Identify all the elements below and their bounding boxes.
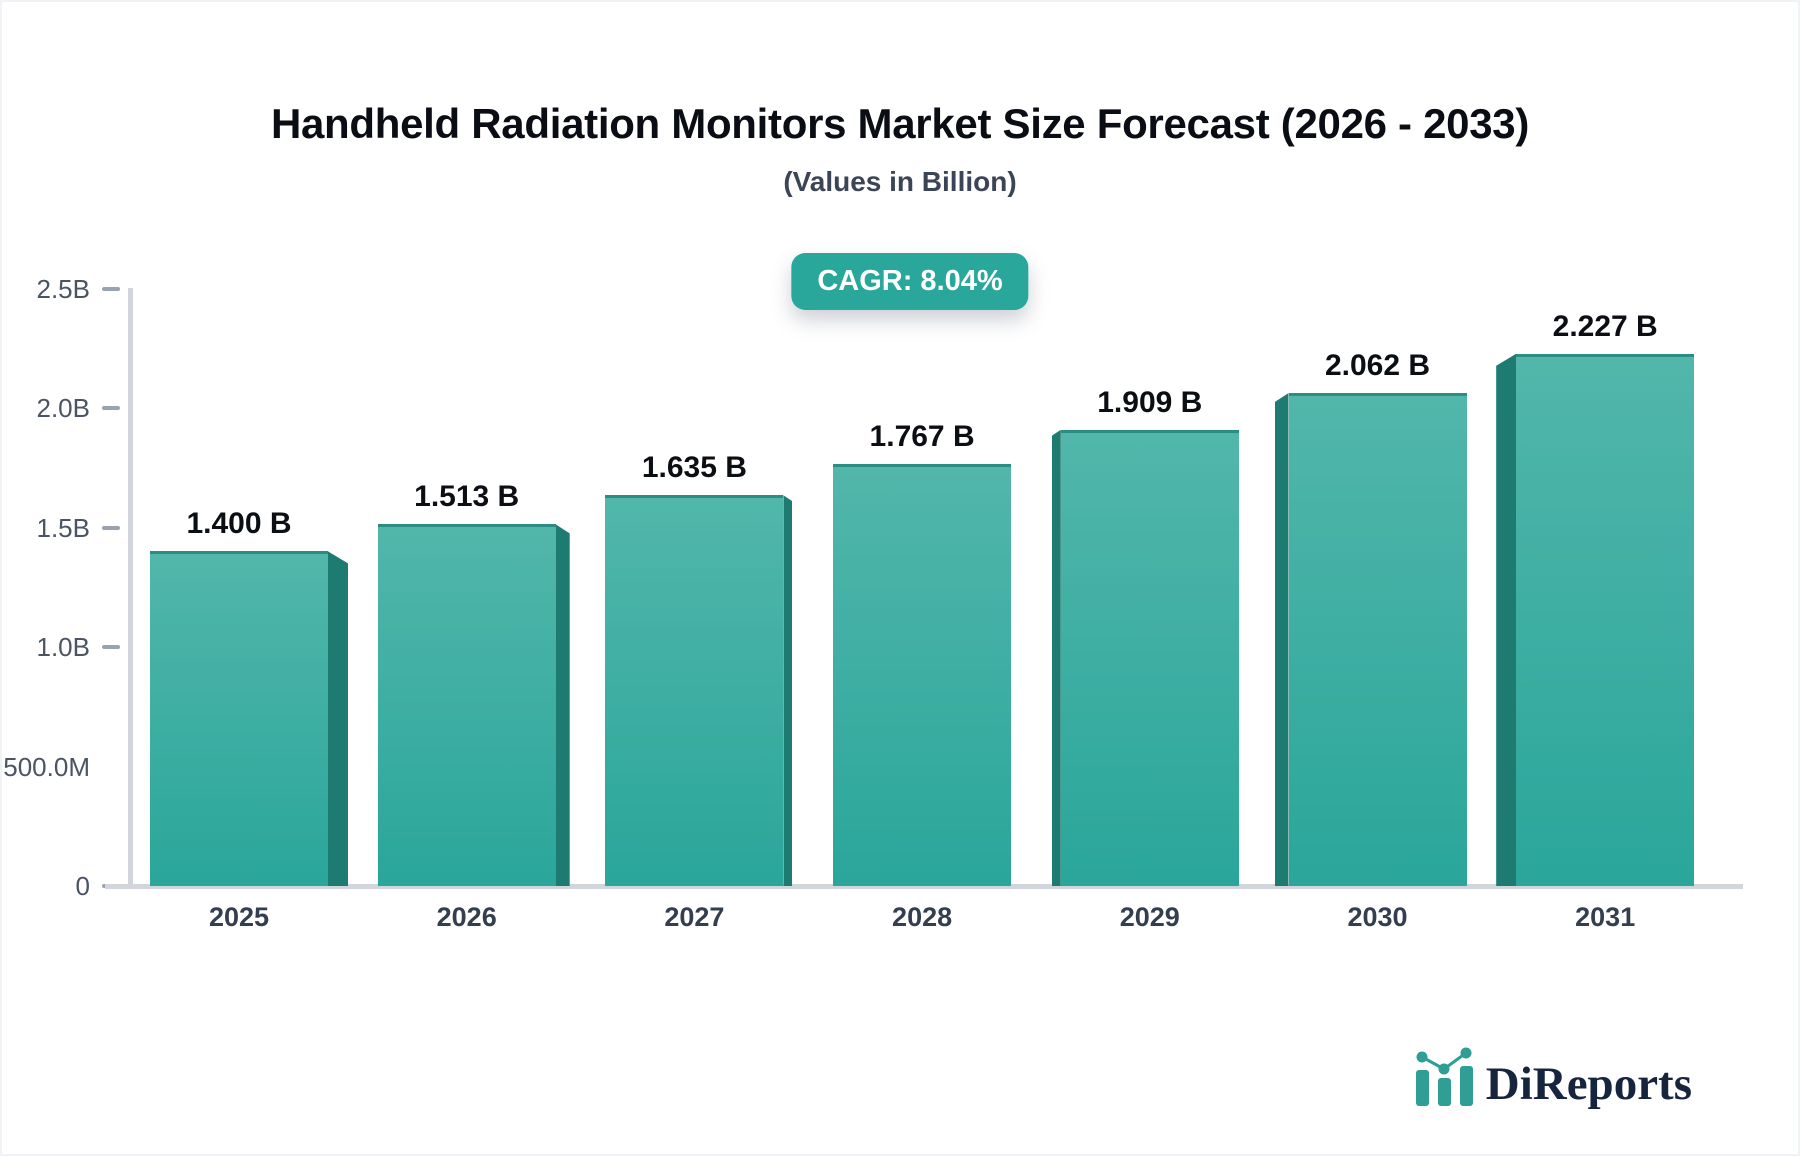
y-tick-label: 1.0B [36,632,91,662]
bar-side-face-2025 [328,551,348,886]
bar-value-label: 1.767 B [869,419,975,453]
bar-side-face-2029 [1051,429,1061,886]
x-axis-label: 2031 [1575,902,1636,932]
y-tick-label: 0 [75,871,90,901]
bar-value-label: 1.400 B [186,507,292,541]
x-axis-label: 2026 [436,902,497,932]
bar-value-label: 1.909 B [1097,385,1203,419]
y-tick-mark [102,406,120,410]
bar-value-label: 1.635 B [641,451,747,485]
direports-logo: DiReports [1414,1044,1692,1110]
bar-2028 [833,463,1012,886]
x-axis-label: 2028 [892,902,953,932]
x-axis-label: 2027 [664,902,725,932]
x-axis-label: 2025 [208,902,270,932]
y-tick-label: 500.0M [3,751,90,782]
bar-side-face-2026 [555,524,570,886]
bar-side-face-2031 [1496,353,1517,886]
bar-2031 [1516,353,1695,886]
mini-bar-chart-icon [1415,1047,1473,1106]
bar-2027 [605,495,784,886]
y-tick-mark [102,525,120,530]
y-tick-mark [102,645,120,649]
cagr-badge: CAGR: 8.04% [791,253,1029,310]
bar-side-face-2027 [783,495,793,886]
bar-2029 [1060,429,1239,886]
chart-subtitle: (Values in Billion) [783,166,1017,197]
bar-2026 [377,524,556,886]
y-axis-line [128,288,133,886]
x-axis-label: 2030 [1347,902,1408,932]
chart-title: Handheld Radiation Monitors Market Size … [270,100,1530,147]
bar-value-label: 2.062 B [1324,349,1431,383]
y-tick-label: 2.5B [36,273,91,304]
x-axis-label: 2029 [1119,902,1180,932]
bar-value-label: 2.227 B [1552,309,1658,343]
bar-2030 [1288,393,1467,886]
bar-2025 [150,551,328,886]
y-tick-mark [102,286,120,291]
bar-value-label: 1.513 B [414,480,520,514]
y-tick-label: 2.0B [36,393,91,423]
x-axis-line [105,884,1743,889]
bar-side-face-2030 [1274,393,1289,886]
y-tick-label: 1.5B [36,512,91,543]
logo-text: DiReports [1485,1057,1692,1110]
